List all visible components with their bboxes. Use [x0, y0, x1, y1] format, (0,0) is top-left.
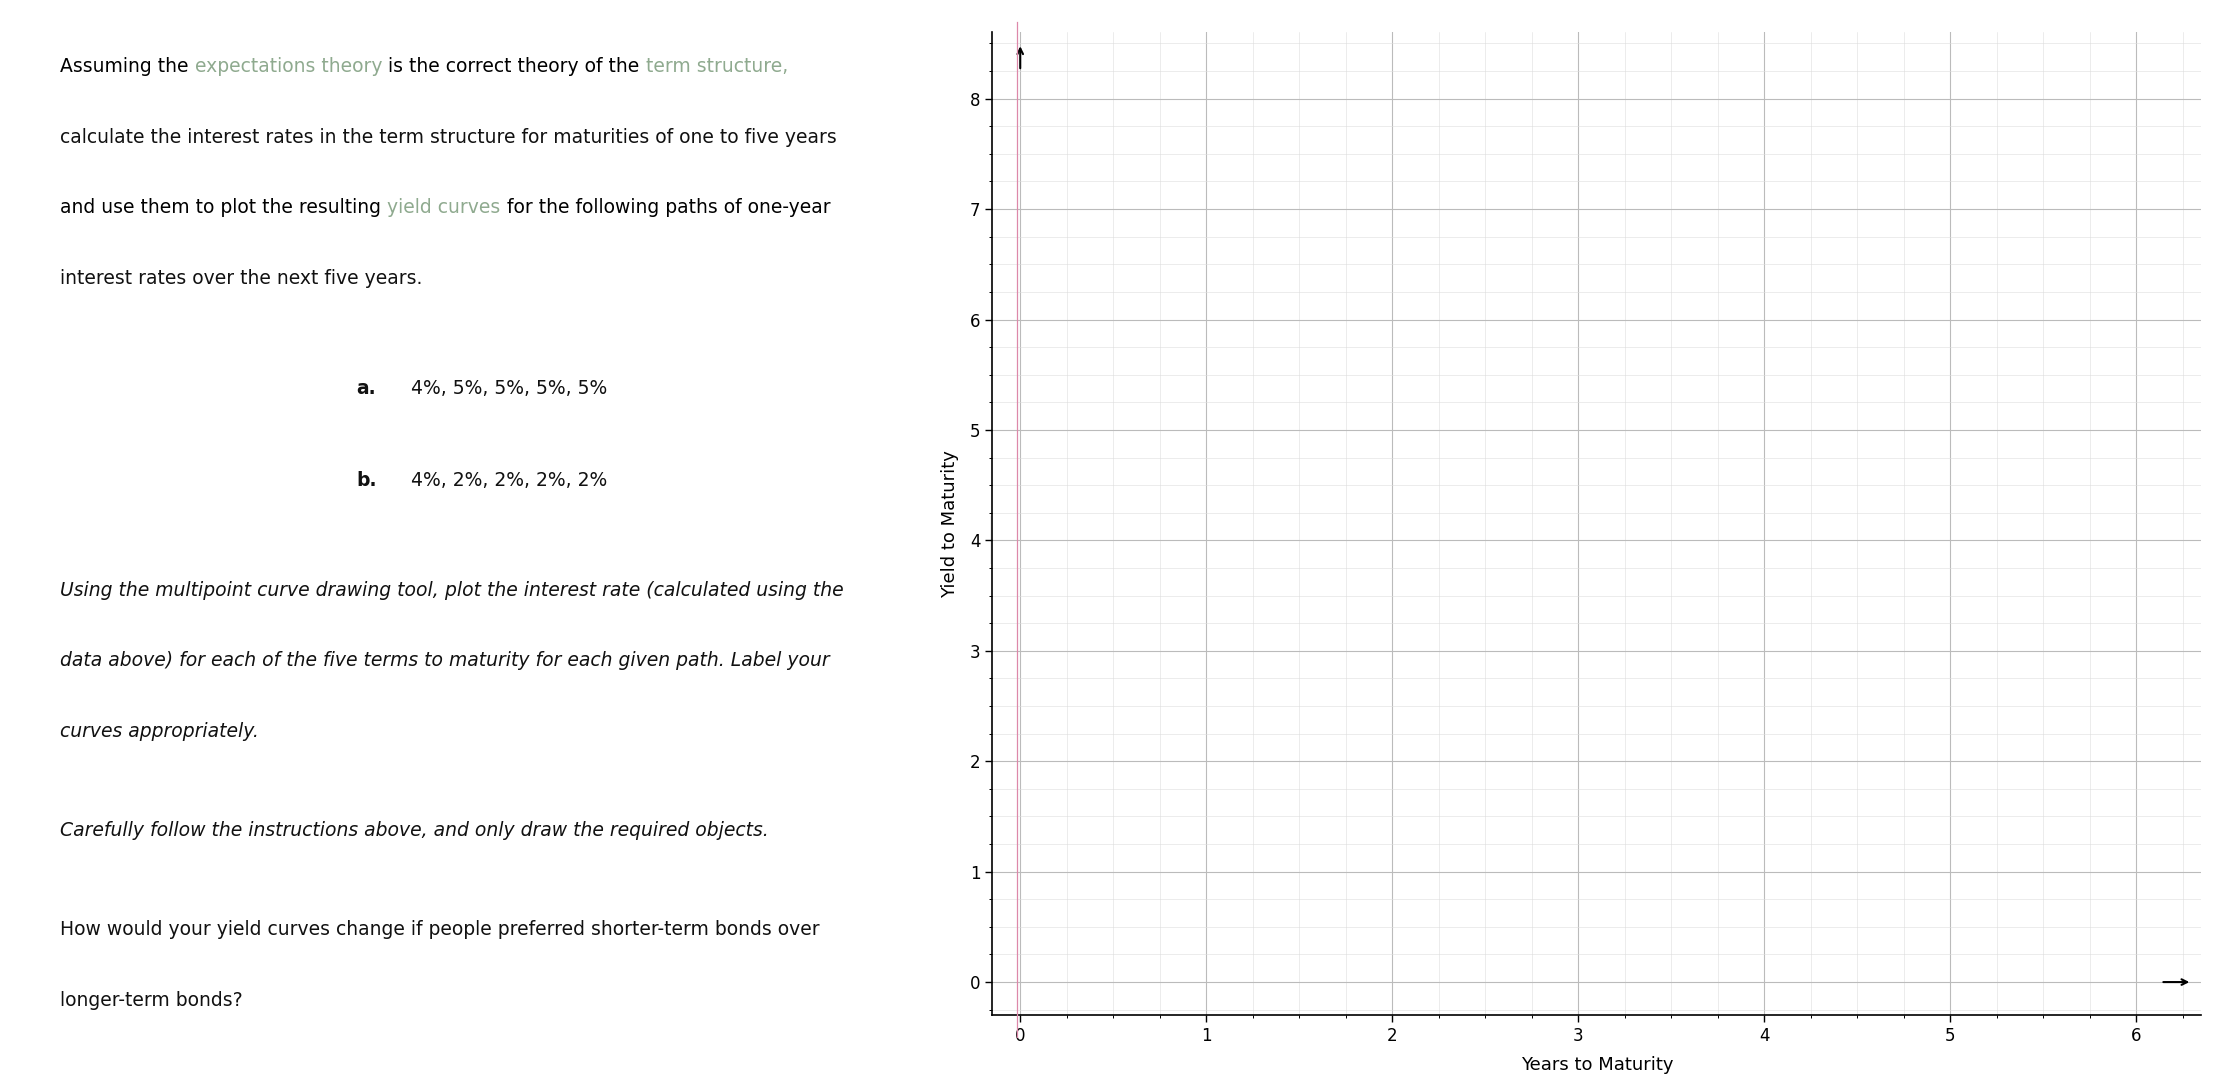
FancyBboxPatch shape — [988, 512, 1046, 568]
Text: 4%, 5%, 5%, 5%, 5%: 4%, 5%, 5%, 5%, 5% — [405, 379, 608, 397]
Text: for the following paths of one-year: for the following paths of one-year — [501, 199, 829, 217]
Text: plot the interest rate (calculated using the: plot the interest rate (calculated using… — [438, 581, 845, 599]
Text: term structure,: term structure, — [646, 57, 789, 76]
X-axis label: Years to Maturity: Years to Maturity — [1520, 1056, 1674, 1075]
Text: expectations theory: expectations theory — [194, 57, 382, 76]
Text: a.: a. — [355, 379, 375, 397]
Text: yield curves: yield curves — [387, 199, 501, 217]
Text: calculate the interest rates in the term structure for maturities of one to five: calculate the interest rates in the term… — [60, 127, 838, 147]
Text: b.: b. — [355, 471, 375, 490]
Text: and use them to plot the resulting: and use them to plot the resulting — [60, 199, 387, 217]
Text: longer-term bonds?: longer-term bonds? — [60, 991, 244, 1010]
Text: Assuming the: Assuming the — [60, 57, 194, 76]
Text: 4%, 2%, 2%, 2%, 2%: 4%, 2%, 2%, 2%, 2% — [405, 471, 608, 490]
Text: curves appropriately.: curves appropriately. — [60, 723, 259, 741]
Text: Carefully follow the instructions above, and only draw the required objects.: Carefully follow the instructions above,… — [60, 821, 769, 840]
Text: interest rates over the next five years.: interest rates over the next five years. — [60, 269, 422, 288]
Text: Using the multipoint curve drawing tool,: Using the multipoint curve drawing tool, — [60, 581, 438, 599]
Text: How would your yield curves change if people preferred shorter-term bonds over: How would your yield curves change if pe… — [60, 920, 820, 940]
Y-axis label: Yield to Maturity: Yield to Maturity — [941, 450, 959, 597]
Text: is the correct theory of the: is the correct theory of the — [382, 57, 646, 76]
Text: data above) for each of the five terms to maturity for each given path. Label yo: data above) for each of the five terms t… — [60, 651, 829, 671]
